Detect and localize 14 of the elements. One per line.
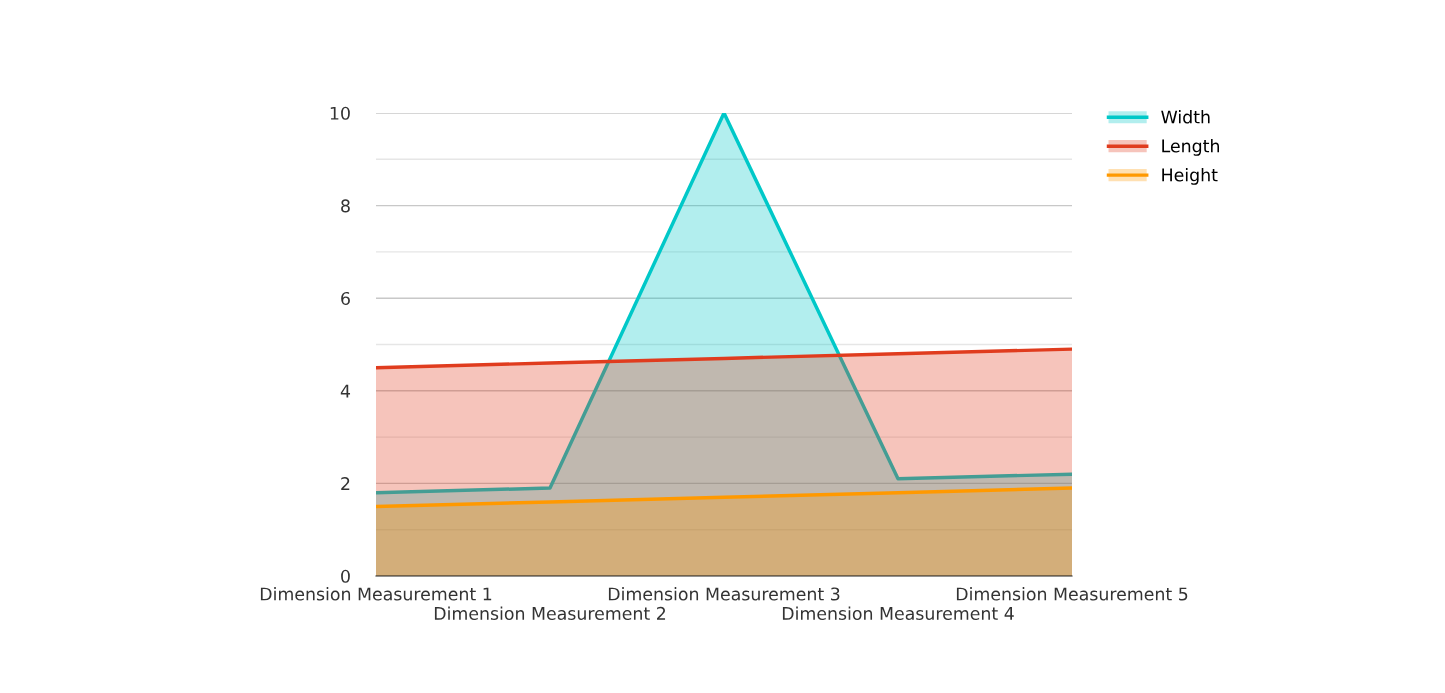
y-tick-label: 8 <box>341 199 350 213</box>
x-tick-label: Dimension Measurement 3 <box>608 587 840 601</box>
y-tick-label: 10 <box>330 106 350 120</box>
x-tick-label: Dimension Measurement 1 <box>260 587 492 601</box>
legend-label: Width <box>1161 110 1210 124</box>
y-tick-label: 0 <box>341 569 350 583</box>
y-tick-label: 2 <box>341 477 350 490</box>
y-tick-label: 6 <box>341 291 350 306</box>
legend-label: Height <box>1162 168 1218 185</box>
x-tick-label: Dimension Measurement 2 <box>434 606 666 620</box>
legend-label: Length <box>1162 139 1219 156</box>
x-tick-label: Dimension Measurement 4 <box>782 606 1014 620</box>
x-tick-label: Dimension Measurement 5 <box>956 587 1188 601</box>
y-tick-label: 4 <box>340 384 351 398</box>
